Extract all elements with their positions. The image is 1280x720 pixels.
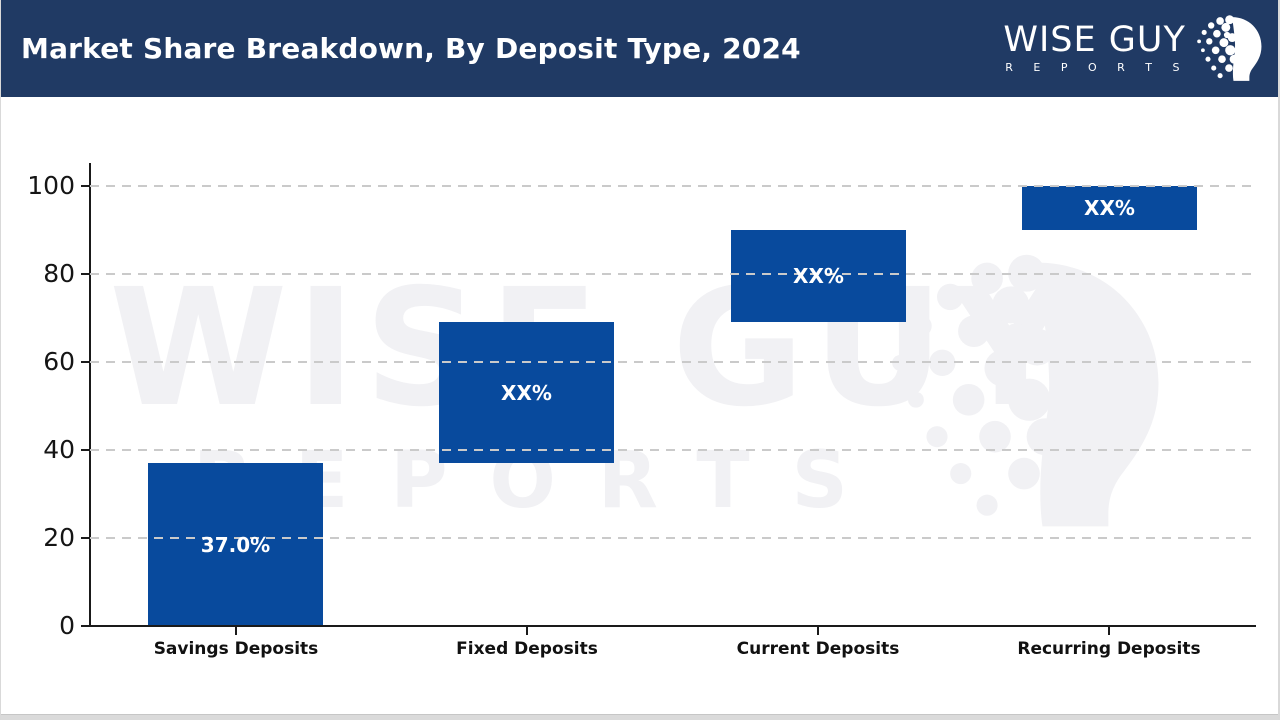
bar-value-label-1: XX% [501, 381, 552, 405]
x-axis-tick-3 [1108, 627, 1110, 635]
logo-wordmark: WISE GUY R E P O R T S [1001, 20, 1188, 75]
gridline-y-20 [90, 537, 1255, 539]
y-axis-tick-100 [81, 185, 89, 187]
category-label-1: Fixed Deposits [456, 639, 598, 659]
bar-value-label-0: 37.0% [200, 533, 271, 557]
gridline-y-40 [90, 449, 1255, 451]
x-axis-tick-0 [235, 627, 237, 635]
x-axis-line [89, 625, 1256, 627]
y-axis-label-100: 100 [27, 171, 75, 200]
header: Market Share Breakdown, By Deposit Type,… [1, 0, 1278, 97]
bar-2 [731, 230, 906, 322]
y-axis-label-80: 80 [43, 259, 75, 288]
gridline-y-100 [90, 185, 1255, 187]
y-axis-line [89, 163, 91, 627]
y-axis-tick-80 [81, 273, 89, 275]
x-axis-tick-2 [817, 627, 819, 635]
gridline-y-60 [90, 361, 1255, 363]
y-axis-label-0: 0 [59, 611, 75, 640]
bar-0 [148, 463, 323, 626]
category-label-3: Recurring Deposits [1017, 639, 1201, 659]
y-axis-tick-20 [81, 537, 89, 539]
x-axis-tick-1 [526, 627, 528, 635]
y-axis-label-20: 20 [43, 523, 75, 552]
y-axis-tick-0 [81, 625, 89, 627]
logo-wordmark-line1: WISE GUY [1003, 20, 1186, 60]
bar-3 [1022, 186, 1197, 230]
category-label-0: Savings Deposits [153, 639, 319, 659]
wise-guy-logo: WISE GUY R E P O R T S [1001, 8, 1264, 90]
logo-wordmark-line2: R E P O R T S [1005, 61, 1188, 74]
watermark-face-icon [879, 222, 1169, 571]
y-axis-label-60: 60 [43, 347, 75, 376]
bar-value-label-2: XX% [793, 264, 844, 288]
bottom-border [1, 714, 1278, 720]
logo-face-icon [1194, 8, 1264, 90]
y-axis-tick-40 [81, 449, 89, 451]
y-axis-label-40: 40 [43, 435, 75, 464]
category-label-2: Current Deposits [736, 639, 900, 659]
chart-title: Market Share Breakdown, By Deposit Type,… [21, 32, 801, 65]
bar-1 [439, 322, 614, 463]
gridline-y-80 [90, 273, 1255, 275]
y-axis-tick-60 [81, 361, 89, 363]
bar-value-label-3: XX% [1084, 196, 1135, 220]
